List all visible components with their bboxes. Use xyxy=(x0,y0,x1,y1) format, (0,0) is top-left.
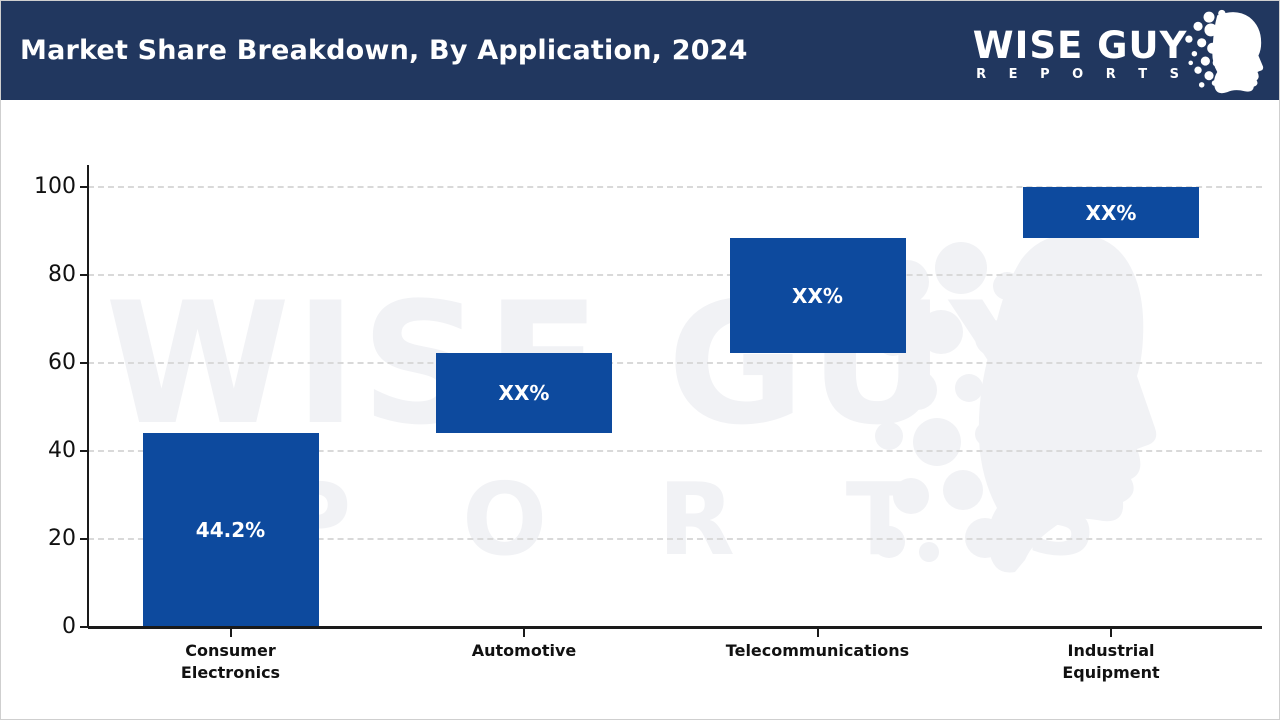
gridline xyxy=(88,538,1262,540)
gridline xyxy=(88,450,1262,452)
header-bar: Market Share Breakdown, By Application, … xyxy=(0,0,1280,100)
x-axis-category-label-line: Electronics xyxy=(180,662,281,682)
x-axis-category-label-line: Industrial xyxy=(1067,641,1155,660)
y-axis-tick-label: 40 xyxy=(48,438,76,463)
bar-segment: XX% xyxy=(436,353,612,433)
y-axis-tick-label: 20 xyxy=(48,526,76,551)
x-axis-tick xyxy=(229,629,232,637)
x-axis-category-label: Consumer Electronics xyxy=(81,640,381,683)
y-axis-tick xyxy=(80,186,88,188)
x-axis-category-label-line: Automotive xyxy=(471,641,577,660)
bar-value-label: XX% xyxy=(498,380,550,405)
x-axis-category-label: Automotive xyxy=(374,640,674,662)
y-axis-tick xyxy=(80,274,88,276)
bar-value-label: 44.2% xyxy=(195,517,266,542)
x-axis-category-label: Industrial Equipment xyxy=(961,640,1261,683)
wiseguy-head-icon xyxy=(1185,9,1264,94)
watermark-head-icon xyxy=(873,233,1157,573)
gridline xyxy=(88,274,1262,276)
y-axis-tick-label: 100 xyxy=(34,174,76,199)
brand-subtitle: R E P O R T S xyxy=(976,66,1188,82)
bar-segment: XX% xyxy=(729,238,906,354)
y-axis-tick xyxy=(80,362,88,364)
brand-logo-text: WISE GUY R E P O R T S xyxy=(972,27,1188,82)
y-axis-line xyxy=(87,165,89,627)
y-axis-tick xyxy=(80,538,88,540)
x-axis-tick xyxy=(1110,629,1112,637)
brand-name: WISE GUY xyxy=(972,23,1188,67)
bar-value-label: XX% xyxy=(792,283,843,308)
x-axis-tick xyxy=(816,629,819,637)
bar-value-label: XX% xyxy=(1085,200,1137,225)
bar-segment: 44.2% xyxy=(142,432,319,627)
x-axis-category-label-line: Equipment xyxy=(1062,662,1160,682)
x-axis-tick xyxy=(523,629,525,637)
x-axis-category-label: Telecommunications xyxy=(668,640,968,662)
bar-segment: XX% xyxy=(1023,187,1199,239)
y-axis-tick-label: 80 xyxy=(48,262,76,287)
y-axis-tick-label: 0 xyxy=(62,614,76,639)
y-axis-tick-label: 60 xyxy=(48,350,76,375)
brand-logo: WISE GUY R E P O R T S xyxy=(972,8,1266,94)
page-title: Market Share Breakdown, By Application, … xyxy=(20,34,748,66)
x-axis-line xyxy=(88,626,1262,629)
x-axis-category-label-line: Consumer xyxy=(185,641,276,660)
x-axis-category-label-line: Telecommunications xyxy=(725,641,910,660)
y-axis-tick xyxy=(80,626,88,628)
gridline xyxy=(88,362,1262,364)
y-axis-tick xyxy=(80,450,88,452)
chart-area: WISE GUY P O R T S 0 20 40 60 80 100 44.2% Cons… xyxy=(0,100,1280,720)
gridline xyxy=(88,186,1262,188)
